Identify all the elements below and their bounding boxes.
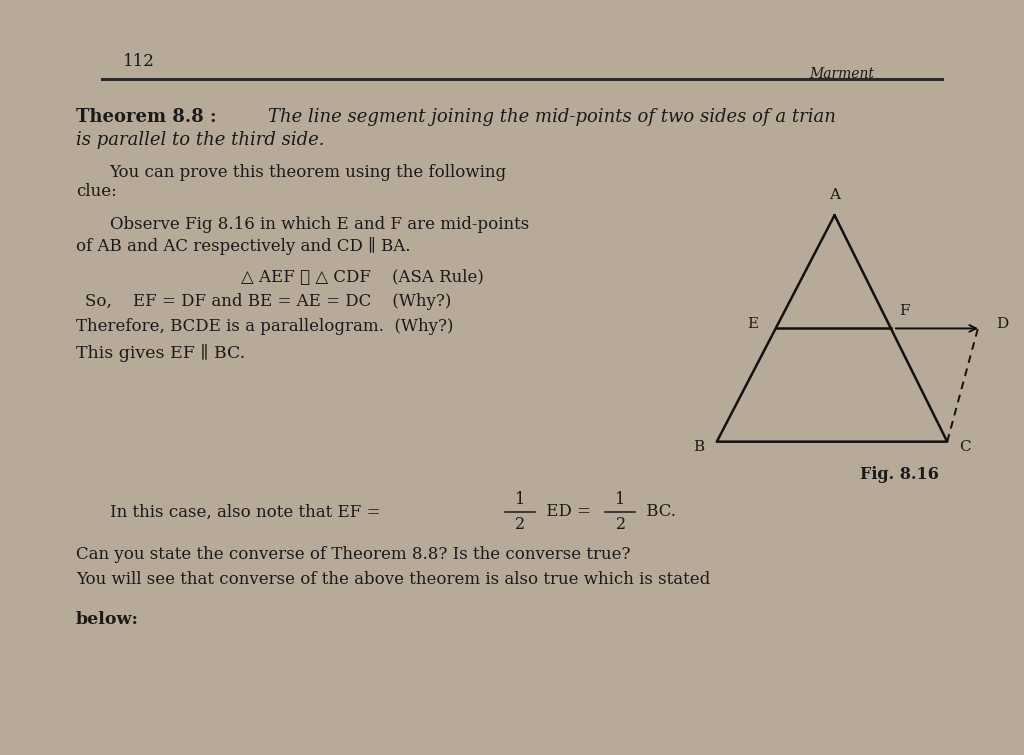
Text: Observe Fig 8.16 in which E and F are mid-points: Observe Fig 8.16 in which E and F are mi…: [110, 217, 528, 233]
Text: You will see that converse of the above theorem is also true which is stated: You will see that converse of the above …: [76, 572, 710, 588]
Text: This gives EF ∥ BC.: This gives EF ∥ BC.: [76, 344, 245, 362]
Text: 2: 2: [515, 516, 525, 533]
Text: C: C: [959, 439, 971, 454]
Text: below:: below:: [76, 611, 139, 627]
Text: In this case, also note that EF =: In this case, also note that EF =: [110, 504, 385, 520]
Text: 2: 2: [615, 516, 626, 533]
Text: 112: 112: [123, 54, 155, 70]
Text: 1: 1: [615, 491, 626, 507]
Text: D: D: [996, 317, 1009, 331]
Text: A: A: [829, 187, 840, 202]
Text: F: F: [899, 304, 909, 318]
Text: Can you state the converse of Theorem 8.8? Is the converse true?: Can you state the converse of Theorem 8.…: [76, 547, 631, 563]
Text: of AB and AC respectively and CD ∥ BA.: of AB and AC respectively and CD ∥ BA.: [76, 237, 411, 255]
Text: ED =: ED =: [541, 504, 596, 520]
Text: So,    EF = DF and BE = AE = DC    (Why?): So, EF = DF and BE = AE = DC (Why?): [85, 294, 452, 310]
Text: Fig. 8.16: Fig. 8.16: [860, 466, 939, 482]
Text: Marment: Marment: [809, 67, 873, 81]
Text: is parallel to the third side.: is parallel to the third side.: [76, 131, 325, 149]
Text: △ AEF ≅ △ CDF    (ASA Rule): △ AEF ≅ △ CDF (ASA Rule): [241, 270, 483, 286]
Text: E: E: [748, 317, 759, 331]
Text: Therefore, BCDE is a parallelogram.  (Why?): Therefore, BCDE is a parallelogram. (Why…: [76, 318, 454, 334]
Text: Theorem 8.8 :: Theorem 8.8 :: [76, 108, 216, 126]
Text: 1: 1: [515, 491, 525, 507]
Text: B: B: [693, 439, 703, 454]
Text: BC.: BC.: [641, 504, 676, 520]
Text: The line segment joining the mid-points of two sides of a trian: The line segment joining the mid-points …: [268, 108, 837, 126]
Text: You can prove this theorem using the following: You can prove this theorem using the fol…: [110, 164, 507, 180]
Text: clue:: clue:: [76, 183, 117, 199]
